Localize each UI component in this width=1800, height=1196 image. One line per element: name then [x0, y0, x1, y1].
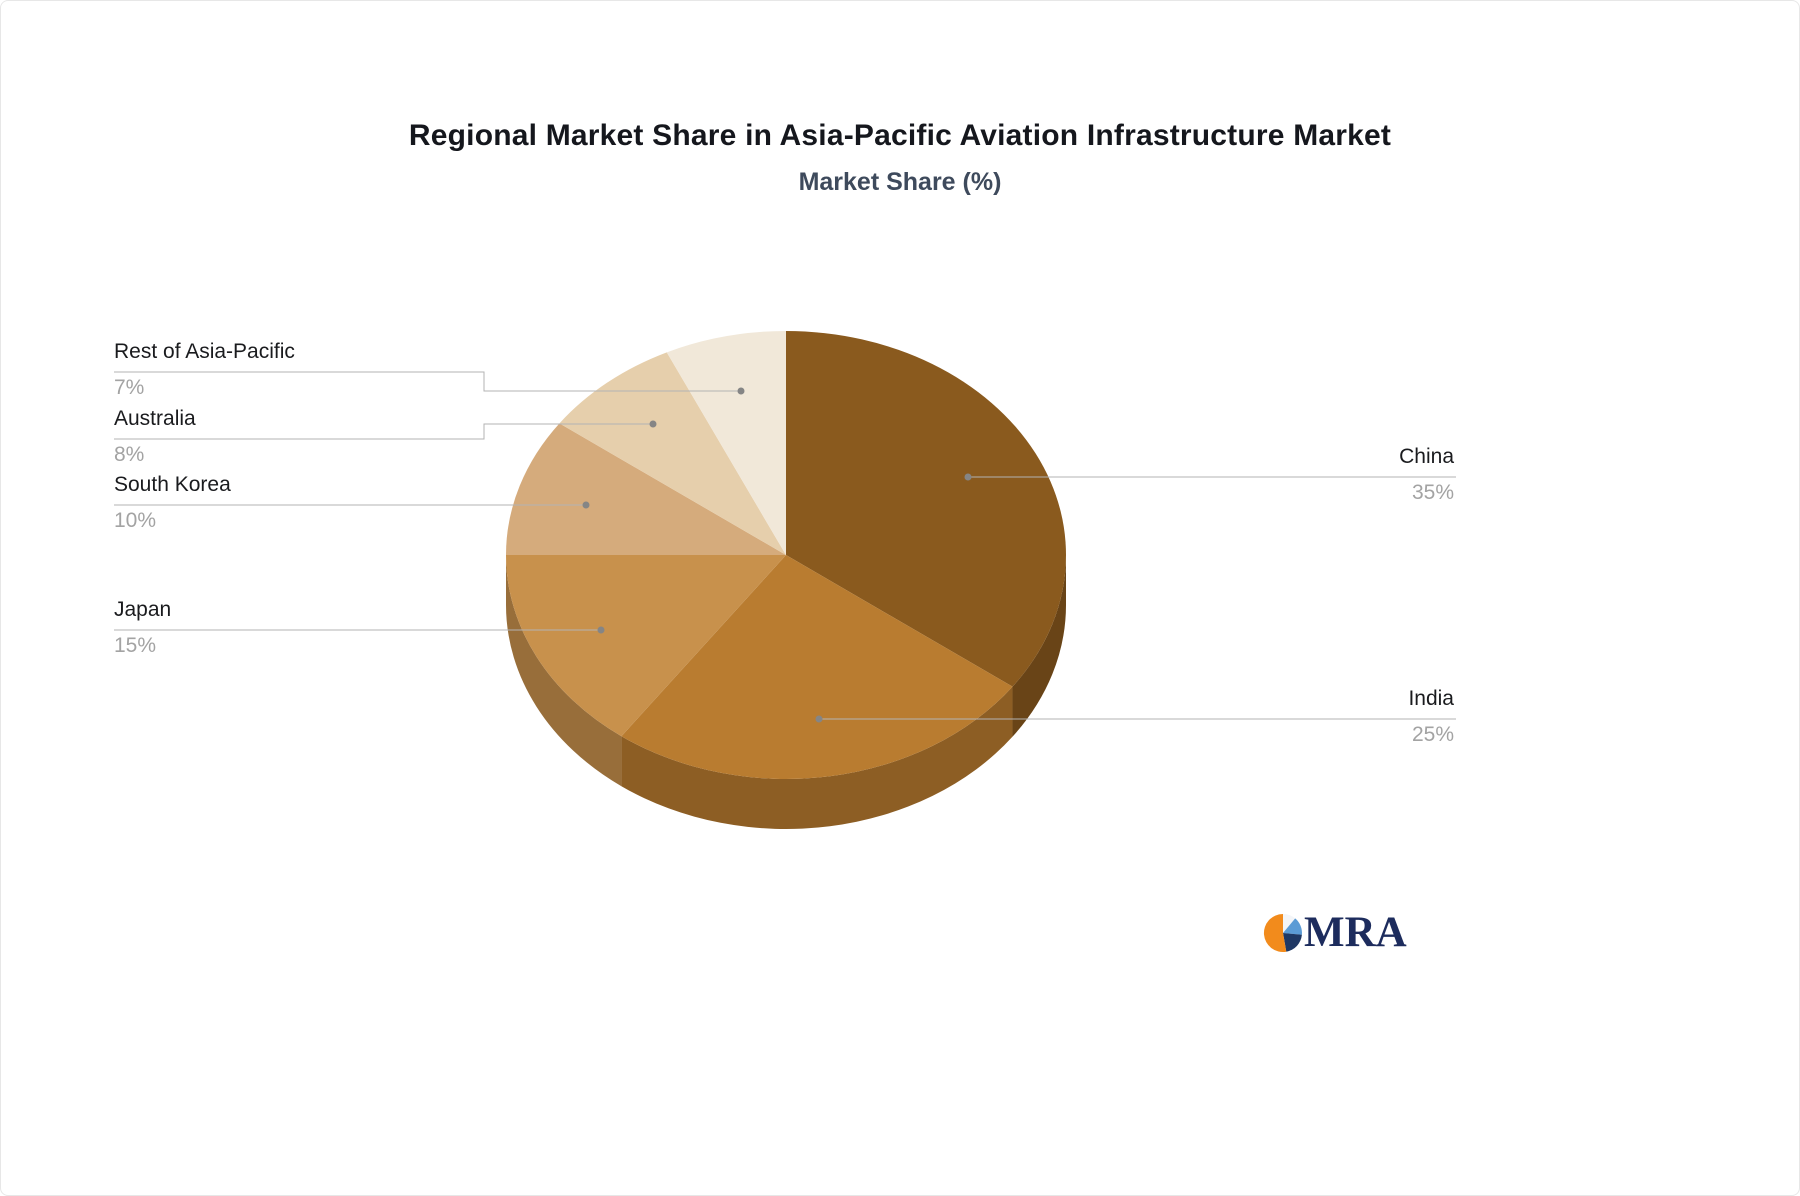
- slice-label-japan: Japan 15%: [114, 597, 171, 659]
- slice-label-south-korea: South Korea 10%: [114, 472, 231, 534]
- leader-lines: [114, 371, 1456, 723]
- slice-label-rest-of-asia-pacific: Rest of Asia-Pacific 7%: [114, 339, 295, 401]
- leader-dot: [964, 473, 972, 481]
- slice-label-value: 35%: [1411, 481, 1454, 504]
- leader-dot: [737, 387, 745, 395]
- slice-label-name: Japan: [114, 598, 172, 621]
- chart-title: Regional Market Share in Asia-Pacific Av…: [408, 119, 1392, 152]
- pie-slice: [621, 555, 1013, 779]
- slice-label-name: South Korea: [114, 473, 231, 496]
- leader-dot: [597, 626, 605, 634]
- slice-label-value: 15%: [114, 634, 157, 657]
- pie-slice: [559, 352, 786, 555]
- pie-slice: [506, 423, 786, 555]
- pie-slice: [621, 686, 1013, 829]
- slice-label-value: 7%: [114, 376, 145, 399]
- slice-label-australia: Australia 8%: [114, 406, 196, 468]
- pie-slice: [1012, 555, 1066, 737]
- chart-subtitle: Market Share (%): [798, 168, 1002, 196]
- slice-label-india: India 25%: [1408, 686, 1454, 748]
- leader-line: [114, 423, 653, 440]
- leader-line: [114, 371, 741, 392]
- mra-logo: MRA: [1263, 909, 1407, 957]
- slice-label-china: China 35%: [1399, 444, 1454, 506]
- pie-slice: [666, 331, 786, 555]
- pie-slice: [786, 331, 1066, 687]
- pie-slice: [506, 555, 622, 787]
- slice-label-name: India: [1408, 687, 1454, 710]
- mra-logo-text: MRA: [1304, 909, 1407, 956]
- mra-logo-icon: [1263, 913, 1302, 952]
- leader-dot: [815, 715, 823, 723]
- slice-label-name: China: [1399, 445, 1454, 468]
- pie-slice: [506, 555, 786, 737]
- slice-label-name: Australia: [114, 407, 196, 430]
- leader-dot: [649, 420, 657, 428]
- slice-label-value: 25%: [1411, 723, 1454, 746]
- slice-label-name: Rest of Asia-Pacific: [114, 340, 295, 363]
- slice-label-value: 8%: [114, 443, 145, 466]
- leader-dot: [582, 501, 590, 509]
- slice-label-value: 10%: [114, 509, 157, 532]
